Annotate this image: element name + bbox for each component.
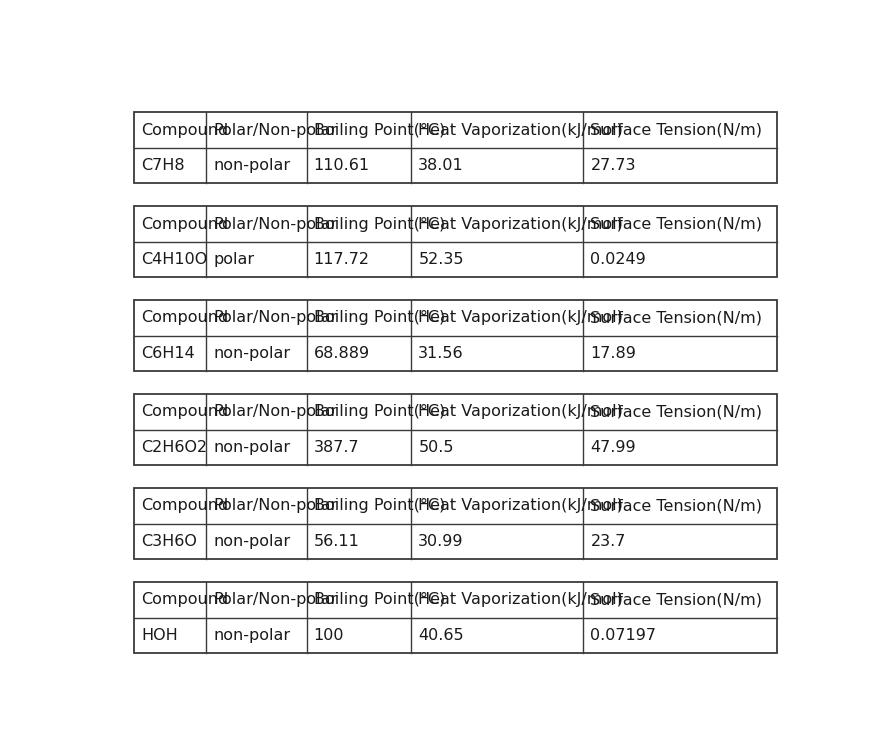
- Text: Surface Tension(N/m): Surface Tension(N/m): [590, 217, 763, 231]
- Text: Surface Tension(N/m): Surface Tension(N/m): [590, 498, 763, 513]
- Text: 17.89: 17.89: [590, 346, 637, 361]
- Bar: [134, 582, 777, 653]
- Text: 0.0249: 0.0249: [590, 252, 646, 267]
- Text: Boiling Point(°C): Boiling Point(°C): [314, 498, 444, 513]
- Text: Compound: Compound: [141, 310, 228, 325]
- Text: Boiling Point(°C): Boiling Point(°C): [314, 123, 444, 138]
- Text: Boiling Point(°C): Boiling Point(°C): [314, 217, 444, 231]
- Text: 100: 100: [314, 628, 344, 643]
- Text: Surface Tension(N/m): Surface Tension(N/m): [590, 592, 763, 607]
- Text: C2H6O2: C2H6O2: [141, 440, 207, 455]
- Text: Compound: Compound: [141, 123, 228, 138]
- Text: Polar/Non-polar: Polar/Non-polar: [213, 123, 338, 138]
- Text: Heat Vaporization(kJ/mol): Heat Vaporization(kJ/mol): [418, 498, 623, 513]
- Text: non-polar: non-polar: [213, 440, 291, 455]
- Text: 387.7: 387.7: [314, 440, 359, 455]
- Text: non-polar: non-polar: [213, 628, 291, 643]
- Text: C6H14: C6H14: [141, 346, 195, 361]
- Text: 27.73: 27.73: [590, 158, 636, 173]
- Text: Boiling Point(°C): Boiling Point(°C): [314, 310, 444, 325]
- Text: Polar/Non-polar: Polar/Non-polar: [213, 405, 338, 420]
- Text: C4H10O: C4H10O: [141, 252, 208, 267]
- Text: Heat Vaporization(kJ/mol): Heat Vaporization(kJ/mol): [418, 405, 623, 420]
- Text: Polar/Non-polar: Polar/Non-polar: [213, 217, 338, 231]
- Text: Surface Tension(N/m): Surface Tension(N/m): [590, 405, 763, 420]
- Text: Polar/Non-polar: Polar/Non-polar: [213, 310, 338, 325]
- Text: Heat Vaporization(kJ/mol): Heat Vaporization(kJ/mol): [418, 123, 623, 138]
- Text: Boiling Point(°C): Boiling Point(°C): [314, 405, 444, 420]
- Text: 68.889: 68.889: [314, 346, 370, 361]
- Text: Surface Tension(N/m): Surface Tension(N/m): [590, 310, 763, 325]
- Bar: [134, 394, 777, 465]
- Text: Heat Vaporization(kJ/mol): Heat Vaporization(kJ/mol): [418, 217, 623, 231]
- Text: 0.07197: 0.07197: [590, 628, 656, 643]
- Text: non-polar: non-polar: [213, 533, 291, 549]
- Text: polar: polar: [213, 252, 254, 267]
- Text: Compound: Compound: [141, 405, 228, 420]
- Text: 52.35: 52.35: [418, 252, 464, 267]
- Text: Surface Tension(N/m): Surface Tension(N/m): [590, 123, 763, 138]
- Text: Compound: Compound: [141, 592, 228, 607]
- Text: non-polar: non-polar: [213, 158, 291, 173]
- Text: Heat Vaporization(kJ/mol): Heat Vaporization(kJ/mol): [418, 310, 623, 325]
- Text: 56.11: 56.11: [314, 533, 359, 549]
- Bar: [134, 206, 777, 278]
- Text: 31.56: 31.56: [418, 346, 464, 361]
- Text: C3H6O: C3H6O: [141, 533, 197, 549]
- Text: Boiling Point(°C): Boiling Point(°C): [314, 592, 444, 607]
- Bar: [134, 301, 777, 371]
- Text: Compound: Compound: [141, 498, 228, 513]
- Text: 30.99: 30.99: [418, 533, 464, 549]
- Text: 23.7: 23.7: [590, 533, 626, 549]
- Text: HOH: HOH: [141, 628, 178, 643]
- Text: 110.61: 110.61: [314, 158, 370, 173]
- Text: Polar/Non-polar: Polar/Non-polar: [213, 498, 338, 513]
- Text: 40.65: 40.65: [418, 628, 464, 643]
- Text: 47.99: 47.99: [590, 440, 636, 455]
- Text: Polar/Non-polar: Polar/Non-polar: [213, 592, 338, 607]
- Text: Compound: Compound: [141, 217, 228, 231]
- Text: non-polar: non-polar: [213, 346, 291, 361]
- Text: 50.5: 50.5: [418, 440, 453, 455]
- Bar: [134, 488, 777, 559]
- Text: 117.72: 117.72: [314, 252, 370, 267]
- Text: 38.01: 38.01: [418, 158, 464, 173]
- Text: Heat Vaporization(kJ/mol): Heat Vaporization(kJ/mol): [418, 592, 623, 607]
- Bar: [134, 112, 777, 183]
- Text: C7H8: C7H8: [141, 158, 185, 173]
